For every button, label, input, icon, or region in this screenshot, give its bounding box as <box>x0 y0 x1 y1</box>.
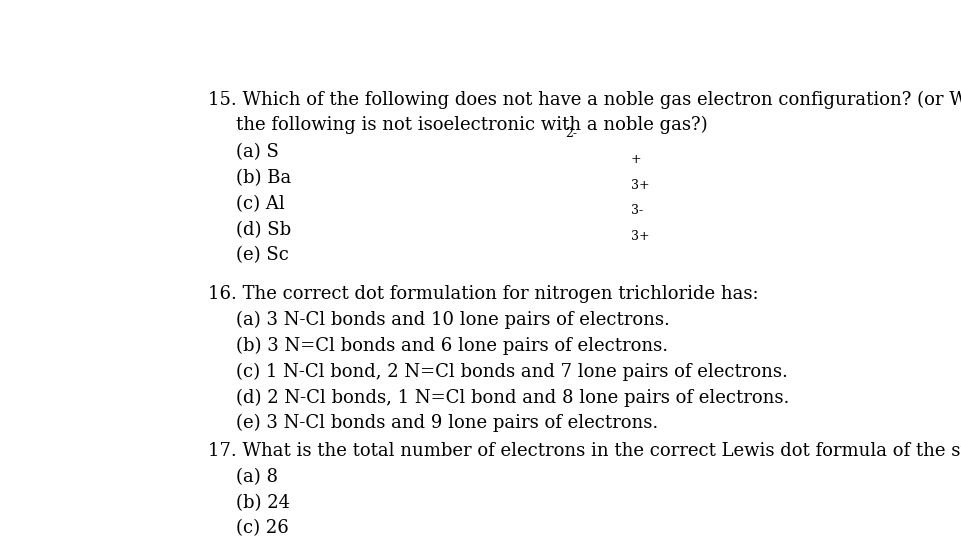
Text: (e) Sc: (e) Sc <box>235 246 288 265</box>
Text: (a) 8: (a) 8 <box>235 468 278 486</box>
Text: 15. Which of the following does not have a noble gas electron configuration? (or: 15. Which of the following does not have… <box>208 91 961 109</box>
Text: (b) 3 N=Cl bonds and 6 lone pairs of electrons.: (b) 3 N=Cl bonds and 6 lone pairs of ele… <box>235 337 668 355</box>
Text: (c) Al: (c) Al <box>235 195 284 213</box>
Text: (c) 26: (c) 26 <box>235 520 288 537</box>
Text: (e) 3 N-Cl bonds and 9 lone pairs of electrons.: (e) 3 N-Cl bonds and 9 lone pairs of ele… <box>235 414 658 432</box>
Text: the following is not isoelectronic with a noble gas?): the following is not isoelectronic with … <box>235 116 707 134</box>
Text: (b) Ba: (b) Ba <box>235 169 291 187</box>
Text: 17. What is the total number of electrons in the correct Lewis dot formula of th: 17. What is the total number of electron… <box>208 443 961 460</box>
Text: (b) 24: (b) 24 <box>235 494 289 512</box>
Text: +: + <box>630 153 641 166</box>
Text: (d) 2 N-Cl bonds, 1 N=Cl bond and 8 lone pairs of electrons.: (d) 2 N-Cl bonds, 1 N=Cl bond and 8 lone… <box>235 389 789 406</box>
Text: 2-: 2- <box>565 127 577 140</box>
Text: (c) 1 N-Cl bond, 2 N=Cl bonds and 7 lone pairs of electrons.: (c) 1 N-Cl bond, 2 N=Cl bonds and 7 lone… <box>235 363 787 381</box>
Text: (d) Sb: (d) Sb <box>235 221 290 239</box>
Text: 3-: 3- <box>630 204 643 217</box>
Text: 3+: 3+ <box>630 179 650 192</box>
Text: (a) S: (a) S <box>235 143 279 162</box>
Text: 3+: 3+ <box>630 230 650 243</box>
Text: (a) 3 N-Cl bonds and 10 lone pairs of electrons.: (a) 3 N-Cl bonds and 10 lone pairs of el… <box>235 311 670 329</box>
Text: 16. The correct dot formulation for nitrogen trichloride has:: 16. The correct dot formulation for nitr… <box>208 286 758 303</box>
